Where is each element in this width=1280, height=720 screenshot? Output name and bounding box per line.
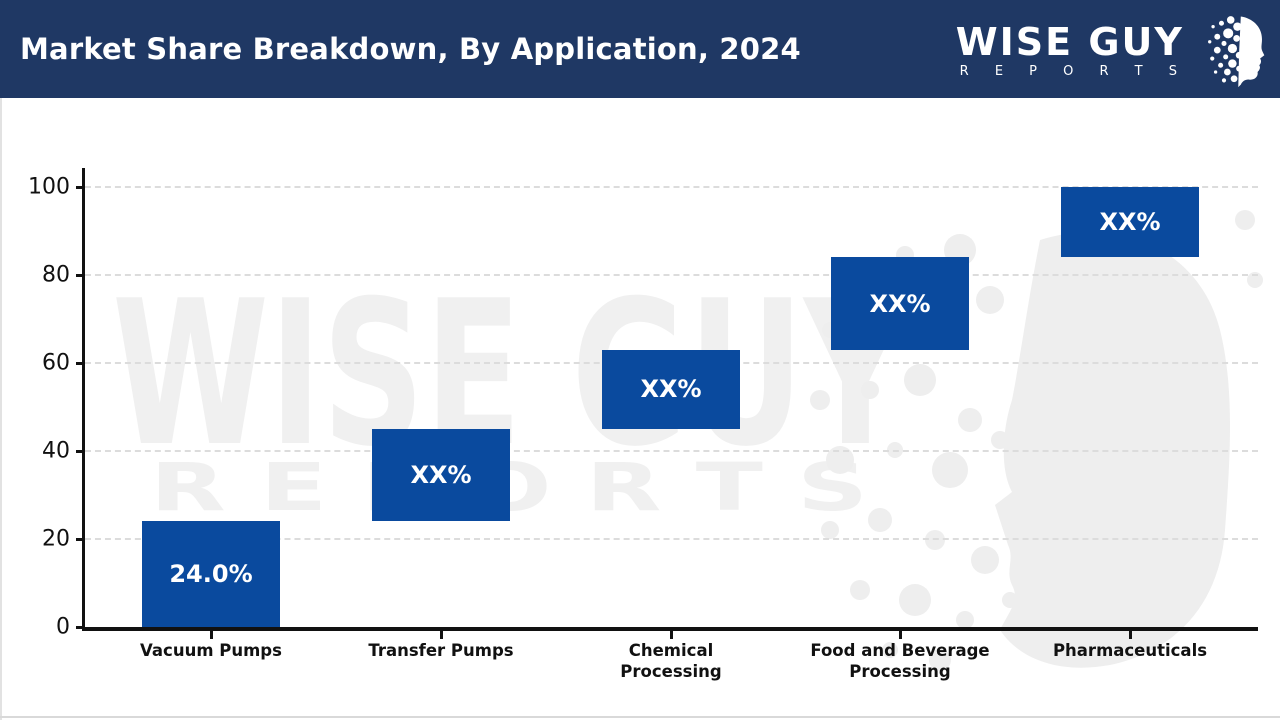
chart-area: WISE GUY R E P O R T S 02040608010024.0%… (0, 98, 1280, 720)
y-tick-label-60: 60 (42, 350, 70, 376)
y-tick-0 (76, 626, 85, 629)
plot: 0 20 40 60 80 100 24.0% Vacuum Pumps XX% Transfer… (0, 98, 1280, 720)
y-tick-60 (76, 362, 85, 365)
bar-food-and-beverage-processing[interactable]: XX% (831, 257, 969, 350)
bar-value-label: XX% (869, 289, 931, 318)
bar-vacuum-pumps[interactable]: 24.0% (142, 521, 280, 627)
bar-pharmaceuticals[interactable]: XX% (1061, 187, 1199, 258)
y-tick-40 (76, 450, 85, 453)
category-label-0: Vacuum Pumps (140, 641, 282, 660)
gridline-80 (85, 274, 1258, 276)
page-title: Market Share Breakdown, By Application, … (20, 32, 801, 66)
x-tick-4 (1128, 631, 1132, 639)
bar-value-label: XX% (640, 375, 702, 404)
y-tick-label-0: 0 (56, 614, 70, 640)
bottom-rule (0, 716, 1280, 718)
gridline-20 (85, 538, 1258, 540)
x-tick-1 (439, 631, 443, 639)
bar-transfer-pumps[interactable]: XX% (372, 429, 510, 522)
bar-value-label: 24.0% (169, 560, 253, 589)
gridline-100 (85, 186, 1258, 188)
category-label-1: Transfer Pumps (368, 641, 514, 660)
y-tick-label-100: 100 (28, 174, 70, 200)
gridline-40 (85, 450, 1258, 452)
y-tick-20 (76, 538, 85, 541)
category-label-4: Pharmaceuticals (1052, 641, 1208, 660)
category-label-3: Food and Beverage Processing (810, 641, 990, 681)
brand-logo: WISE GUY R E P O R T S (952, 10, 1266, 92)
x-tick-3 (898, 631, 902, 639)
logo-text: WISE GUY R E P O R T S (952, 20, 1188, 79)
bar-value-label: XX% (1099, 208, 1161, 237)
logo-wordmark: WISE GUY (955, 20, 1184, 65)
y-tick-label-80: 80 (42, 262, 70, 288)
x-axis (82, 627, 1258, 631)
x-tick-0 (209, 631, 213, 639)
x-tick-2 (669, 631, 673, 639)
logo-head-icon (1208, 16, 1265, 88)
left-edge-rule (0, 98, 2, 720)
y-tick-100 (76, 186, 85, 189)
logo-subtext: R E P O R T S (959, 63, 1188, 79)
bar-chemical-processing[interactable]: XX% (602, 349, 740, 429)
y-tick-label-20: 20 (42, 526, 70, 552)
header-bar: Market Share Breakdown, By Application, … (0, 0, 1280, 98)
y-tick-80 (76, 274, 85, 277)
y-tick-label-40: 40 (42, 438, 70, 464)
bar-value-label: XX% (410, 461, 472, 490)
category-label-2: Chemical Processing (620, 641, 722, 681)
y-axis (82, 168, 85, 630)
